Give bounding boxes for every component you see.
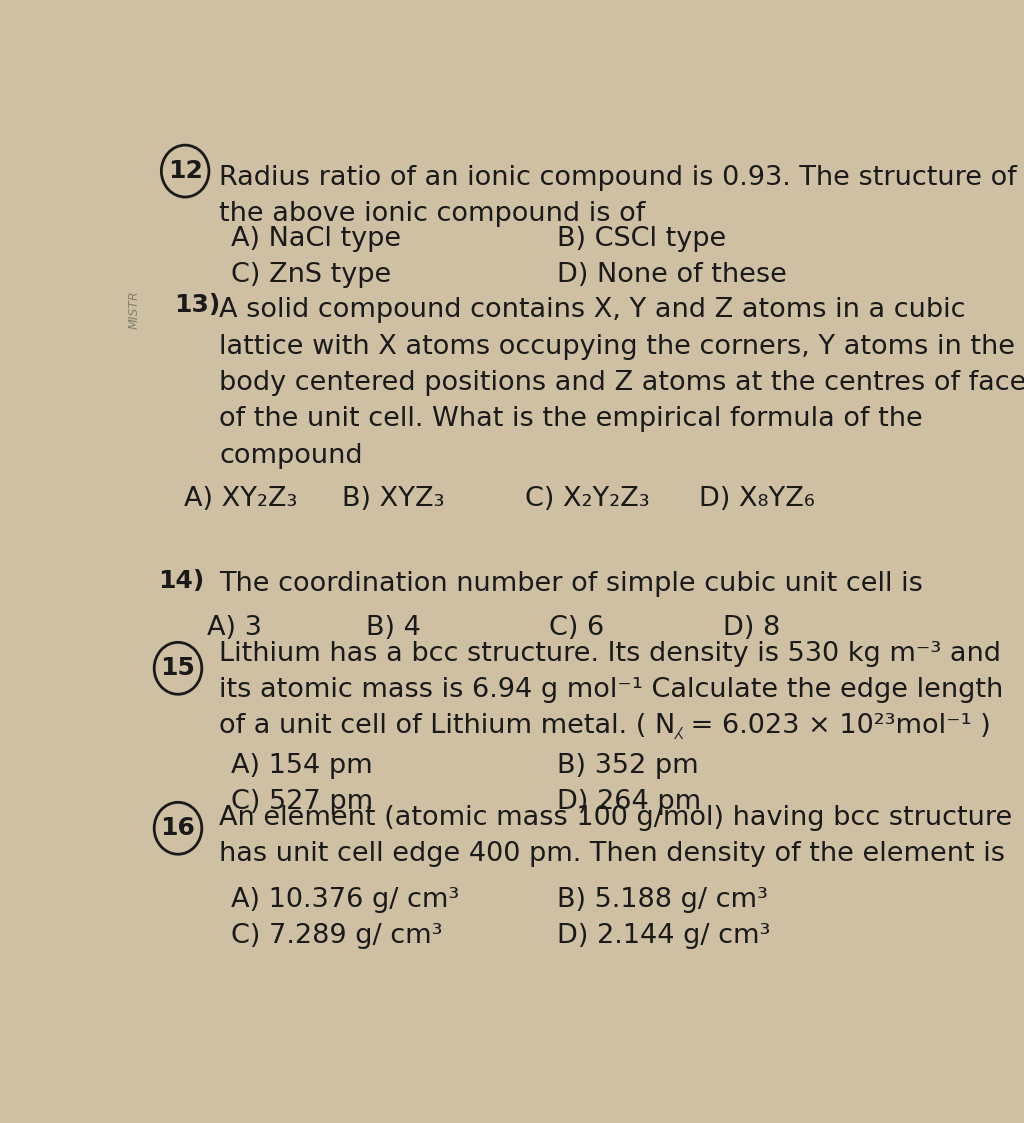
Text: 14): 14) xyxy=(158,569,205,593)
Text: An element (atomic mass 100 g/mol) having bcc structure: An element (atomic mass 100 g/mol) havin… xyxy=(219,805,1013,831)
Text: A) 154 pm: A) 154 pm xyxy=(231,754,373,779)
Text: C) 6: C) 6 xyxy=(549,614,604,641)
Text: B) XYZ₃: B) XYZ₃ xyxy=(342,486,444,512)
Text: D) 8: D) 8 xyxy=(723,614,780,641)
Text: B) 352 pm: B) 352 pm xyxy=(557,754,698,779)
Text: A) 10.376 g/ cm³: A) 10.376 g/ cm³ xyxy=(231,887,460,913)
Text: C) 527 pm: C) 527 pm xyxy=(231,789,374,815)
Text: D) X₈YZ₆: D) X₈YZ₆ xyxy=(699,486,815,512)
Text: 16: 16 xyxy=(161,816,196,840)
Text: C) 7.289 g/ cm³: C) 7.289 g/ cm³ xyxy=(231,923,442,949)
Text: the above ionic compound is of: the above ionic compound is of xyxy=(219,201,645,227)
Text: body centered positions and Z atoms at the centres of faces: body centered positions and Z atoms at t… xyxy=(219,369,1024,396)
Text: MISTR: MISTR xyxy=(128,291,141,329)
Text: D) None of these: D) None of these xyxy=(557,262,786,287)
Text: 12: 12 xyxy=(168,159,203,183)
Text: has unit cell edge 400 pm. Then density of the element is: has unit cell edge 400 pm. Then density … xyxy=(219,841,1006,867)
Text: C) ZnS type: C) ZnS type xyxy=(231,262,391,287)
Text: A) NaCl type: A) NaCl type xyxy=(231,226,401,252)
Text: B) 5.188 g/ cm³: B) 5.188 g/ cm³ xyxy=(557,887,767,913)
Text: A solid compound contains X, Y and Z atoms in a cubic: A solid compound contains X, Y and Z ato… xyxy=(219,298,966,323)
Text: C) X₂Y₂Z₃: C) X₂Y₂Z₃ xyxy=(524,486,649,512)
Text: Radius ratio of an ionic compound is 0.93. The structure of: Radius ratio of an ionic compound is 0.9… xyxy=(219,165,1017,191)
Text: The coordination number of simple cubic unit cell is: The coordination number of simple cubic … xyxy=(219,572,924,597)
Text: 15: 15 xyxy=(161,656,196,681)
Text: D) 2.144 g/ cm³: D) 2.144 g/ cm³ xyxy=(557,923,770,949)
Text: B) 4: B) 4 xyxy=(367,614,421,641)
Text: Lithium has a bcc structure. Its density is 530 kg m⁻³ and: Lithium has a bcc structure. Its density… xyxy=(219,640,1001,667)
Text: D) 264 pm: D) 264 pm xyxy=(557,789,700,815)
Text: A) XY₂Z₃: A) XY₂Z₃ xyxy=(183,486,297,512)
Text: A) 3: A) 3 xyxy=(207,614,262,641)
Text: of the unit cell. What is the empirical formula of the: of the unit cell. What is the empirical … xyxy=(219,407,923,432)
Text: compound: compound xyxy=(219,442,362,468)
Text: its atomic mass is 6.94 g mol⁻¹ Calculate the edge length: its atomic mass is 6.94 g mol⁻¹ Calculat… xyxy=(219,677,1004,703)
Text: 13): 13) xyxy=(174,293,220,317)
Text: of a unit cell of Lithium metal. ( N⁁ = 6.023 × 10²³mol⁻¹ ): of a unit cell of Lithium metal. ( N⁁ = … xyxy=(219,713,991,739)
Text: lattice with X atoms occupying the corners, Y atoms in the: lattice with X atoms occupying the corne… xyxy=(219,334,1015,359)
Text: B) CSCl type: B) CSCl type xyxy=(557,226,726,252)
